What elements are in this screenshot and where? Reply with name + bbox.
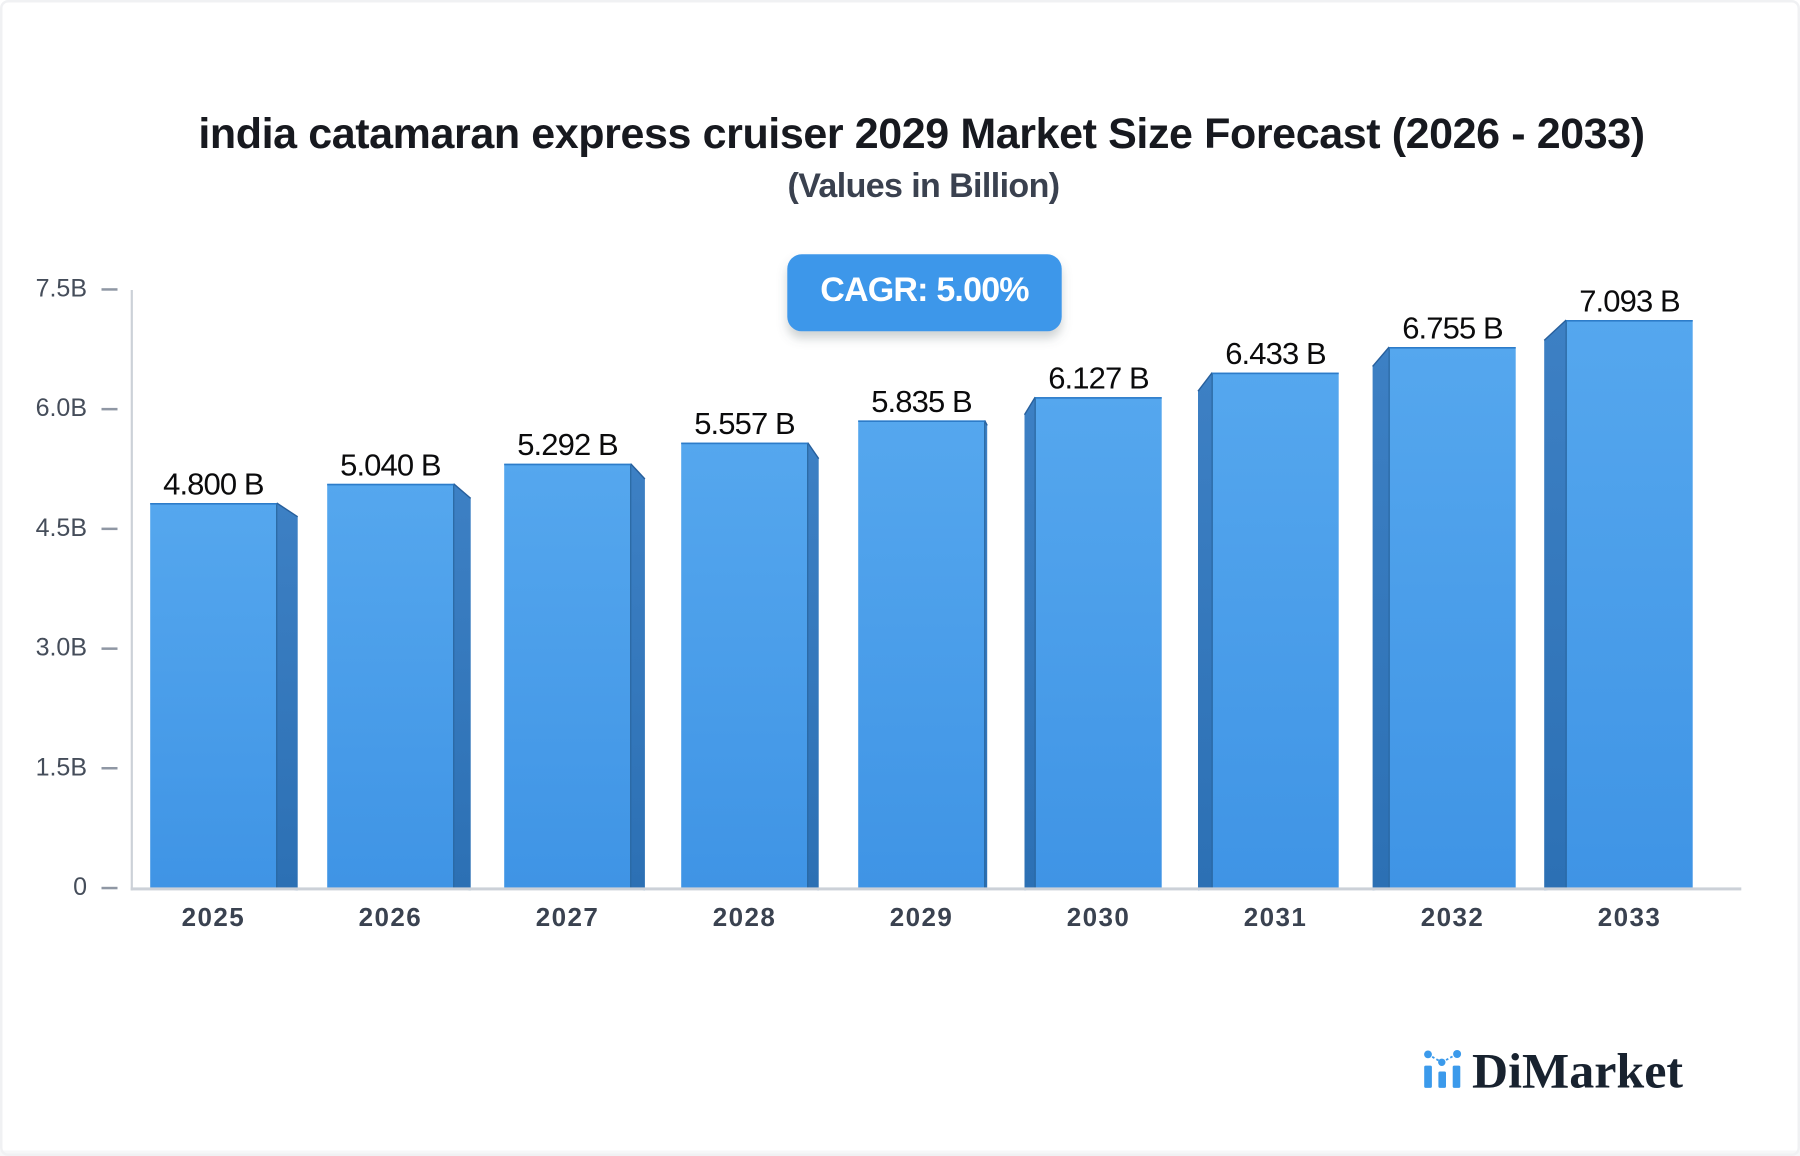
svg-text:5.557 B: 5.557 B: [694, 406, 795, 441]
svg-text:2032: 2032: [1421, 902, 1484, 932]
svg-text:2033: 2033: [1598, 902, 1661, 932]
svg-text:(Values in Billion): (Values in Billion): [788, 167, 1060, 205]
svg-text:6.127 B: 6.127 B: [1048, 361, 1149, 396]
svg-text:7.5B: 7.5B: [36, 275, 87, 303]
svg-text:5.040 B: 5.040 B: [340, 447, 441, 482]
svg-text:7.093 B: 7.093 B: [1579, 284, 1680, 319]
svg-text:2030: 2030: [1067, 902, 1130, 932]
svg-text:4.5B: 4.5B: [36, 514, 87, 542]
svg-text:2026: 2026: [359, 902, 422, 932]
svg-text:3.0B: 3.0B: [36, 634, 87, 662]
svg-text:2028: 2028: [713, 902, 776, 932]
svg-text:5.292 B: 5.292 B: [517, 427, 618, 462]
svg-text:5.835 B: 5.835 B: [871, 384, 972, 419]
svg-text:1.5B: 1.5B: [36, 753, 87, 781]
svg-text:0: 0: [73, 873, 87, 901]
svg-text:6.0B: 6.0B: [36, 394, 87, 422]
svg-text:india catamaran express cruise: india catamaran express cruiser 2029 Mar…: [198, 110, 1644, 158]
svg-text:CAGR: 5.00%: CAGR: 5.00%: [820, 271, 1029, 309]
svg-text:6.755 B: 6.755 B: [1402, 311, 1503, 346]
svg-text:6.433 B: 6.433 B: [1225, 336, 1326, 371]
svg-text:2027: 2027: [536, 902, 599, 932]
svg-text:2029: 2029: [890, 902, 953, 932]
svg-text:2031: 2031: [1244, 902, 1307, 932]
svg-text:4.800 B: 4.800 B: [163, 467, 264, 502]
svg-text:DiMarket: DiMarket: [1472, 1043, 1683, 1099]
svg-text:2025: 2025: [182, 902, 245, 932]
